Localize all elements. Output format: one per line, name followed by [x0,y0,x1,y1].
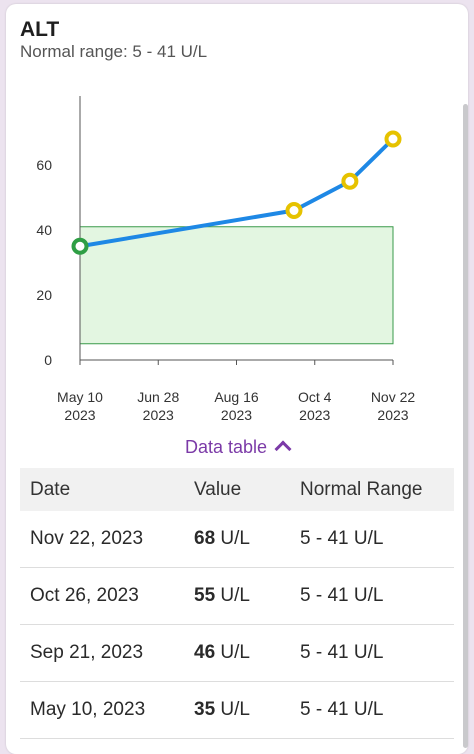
data-point-normal [71,237,89,255]
x-tick-label: 2023 [299,407,330,423]
y-tick-label: 0 [44,352,52,368]
test-title: ALT [20,18,60,41]
table-row: May 10, 2023 35 U/L 5 - 41 U/L [20,682,454,739]
normal-range-band [79,226,394,345]
row-value: 35 U/L [194,699,250,720]
scrollbar[interactable] [463,104,468,748]
x-tick-label: 2023 [143,407,174,423]
row-range: 5 - 41 U/L [300,585,384,606]
chevron-up-icon [274,440,292,458]
row-date: May 10, 2023 [30,699,146,720]
series-line [79,137,395,249]
header-normal-range: Normal Range [300,479,423,500]
y-tick-label: 40 [36,222,52,238]
x-tick-label: 2023 [377,407,408,423]
table-row: Nov 22, 2023 68 U/L 5 - 41 U/L [20,511,454,568]
y-tick-label: 20 [36,287,52,303]
header-value: Value [194,479,242,500]
row-date: Nov 22, 2023 [30,528,144,549]
data-table-toggle-label: Data table [184,437,268,457]
normal-range-subtitle: Normal range: 5 - 41 U/L [20,42,208,61]
data-table-toggle[interactable]: Data table [6,437,468,458]
header-date: Date [30,479,71,500]
row-range: 5 - 41 U/L [300,642,384,663]
row-date: Oct 26, 2023 [30,585,139,606]
result-card: ALT Normal range: 5 - 41 U/L 0 20 40 60 May … [6,4,468,754]
x-tick-label: Nov 22 [371,389,416,405]
y-tick-label: 60 [36,157,52,173]
alt-trend-chart: 0 20 40 60 May 10 2023 Jun 28 2023 Aug 16 2023 Oct… [36,96,416,423]
x-tick-label: Aug 16 [214,389,259,405]
table-row: Sep 21, 2023 46 U/L 5 - 41 U/L [20,625,454,682]
x-tick-label: Jun 28 [137,389,179,405]
row-range: 5 - 41 U/L [300,699,384,720]
row-value: 68 U/L [194,528,250,549]
data-point-high [285,202,303,219]
table-header: Date Value Normal Range [20,468,454,511]
row-value: 55 U/L [194,585,250,606]
x-tick-label: Oct 4 [298,389,332,405]
data-point-high [384,130,402,148]
x-tick-label: 2023 [221,407,252,423]
x-tick-label: 2023 [64,407,95,423]
data-point-high [341,172,359,190]
row-date: Sep 21, 2023 [30,642,144,663]
x-tick-label: May 10 [57,389,103,405]
row-range: 5 - 41 U/L [300,528,384,549]
table-row: Oct 26, 2023 55 U/L 5 - 41 U/L [20,568,454,625]
row-value: 46 U/L [194,642,250,663]
